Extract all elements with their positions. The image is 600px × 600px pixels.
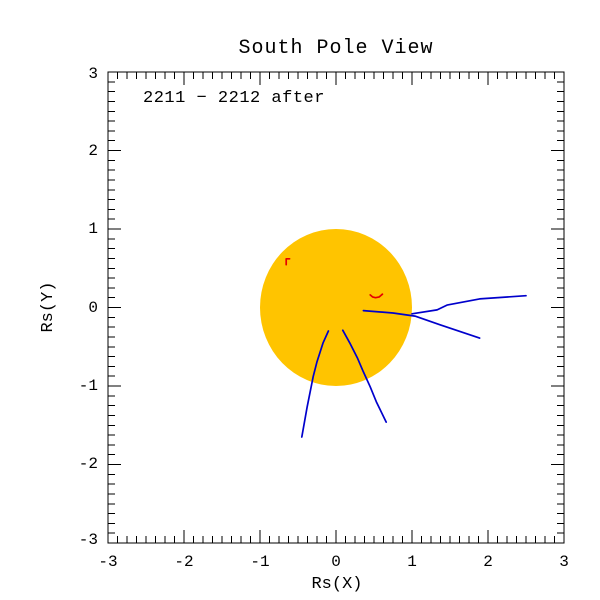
field-line-right-lower [362, 309, 481, 339]
y-tick-label: 0 [88, 299, 98, 317]
x-tick-label: -3 [98, 553, 118, 571]
x-tick-label: 1 [407, 553, 417, 571]
y-tick-label: 3 [88, 65, 98, 83]
x-axis-label: Rs(X) [311, 575, 363, 594]
field-line-right-upper [411, 294, 527, 315]
field-line-bottom-left [300, 330, 330, 438]
y-tick-label: 1 [88, 220, 98, 238]
y-tick-label: -3 [78, 531, 98, 549]
red-arc-mark [369, 293, 384, 299]
x-tick-label: 3 [559, 553, 569, 571]
field-line-bottom-right [341, 329, 388, 423]
x-tick-label: 0 [331, 553, 341, 571]
y-tick-label: -2 [78, 455, 98, 473]
x-tick-label: -1 [250, 553, 270, 571]
axis-ticks [107, 71, 565, 544]
chart-title: South Pole View [238, 37, 434, 60]
x-tick-label: -2 [174, 553, 194, 571]
y-tick-label: 2 [88, 142, 98, 160]
y-tick-label: -1 [78, 377, 98, 395]
x-tick-label: 2 [483, 553, 493, 571]
solar-disk [260, 229, 412, 386]
annotation-text: 2211 − 2212 after [143, 89, 325, 108]
red-corner-mark [285, 257, 291, 266]
